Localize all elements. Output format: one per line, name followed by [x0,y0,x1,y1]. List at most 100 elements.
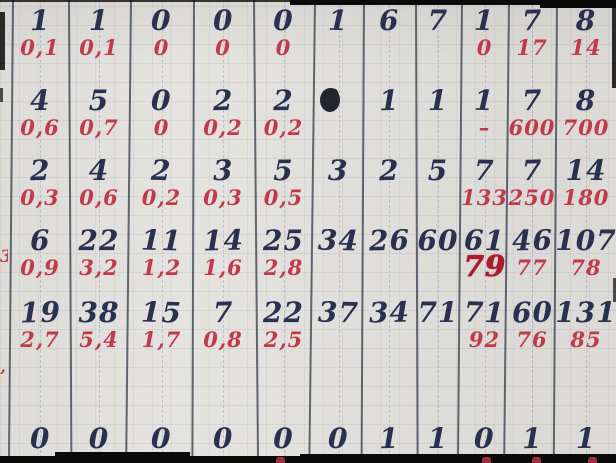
value-red: 133 [461,185,508,210]
table-cell: 34 [314,223,363,298]
value-blue: 71 [463,295,506,330]
table-cell: 0 [253,424,314,463]
table-cell: 7 133 [461,153,508,226]
value-blue: 38 [78,296,120,329]
table-cell: 61 79 [461,223,508,298]
table-cell: 6 [363,4,415,86]
value-red: 180 [562,185,610,210]
table-cell: 5 [415,156,461,226]
table-cell: 2 0,2 [130,153,193,226]
value-blue: 19 [19,295,61,330]
value-red: 1,7 [141,327,182,352]
table-cell: 0 [68,424,130,463]
value-red: – [478,115,491,140]
value-red: 79 [463,249,506,283]
grid-dash-line [438,0,439,463]
table-row: 19 2,7 38 5,4 15 1,7 7 0,8 22 2,5 37 34 71 71 92 60 76 13… [0,295,616,384]
table-row: 1 0,1 1 0,1 0 0 0 0 0 0 1 6 7 1 0 7 17 8 14 [0,3,616,86]
value-red: 14 [570,35,602,60]
table-cell: 15 1,7 [130,295,193,384]
value-red: 0,2 [263,115,304,140]
value-red: 2,8 [263,255,304,280]
value-blue: 1 [29,3,51,38]
value-blue: 25 [263,224,304,257]
table-cell: 1 [415,424,461,463]
value-blue: 2 [378,153,400,188]
value-blue: 7 [473,153,496,188]
photo-edge-bottom-bump [55,452,190,463]
value-blue: 2 [150,153,173,188]
value-red: 1,2 [141,255,182,280]
value-blue: 1 [521,421,543,456]
table-cell: 3 [314,154,363,226]
scribbled-out-zero: 0 [319,82,341,117]
value-blue: 0 [212,421,234,456]
table-cell: 1 [363,84,415,156]
table-cell: 22 2,5 [253,298,314,384]
table-cell: 1 [556,424,616,463]
value-red: 0,5 [263,185,304,210]
table-cell: 2 0,2 [253,86,314,156]
value-blue: 71 [417,296,459,329]
value-blue: 22 [78,224,120,257]
value-red: 0,1 [79,35,119,60]
value-blue: 3 [212,153,234,188]
cutoff-red-digit-bottom-3 [532,457,541,463]
value-red: 2,7 [20,327,60,352]
photo-edge-left2 [0,88,3,102]
value-blue: 1 [427,84,449,117]
cutoff-red-digit-left-row5: , [0,358,6,374]
grid-dash-line [162,0,163,463]
table-cell: 14 1,6 [193,223,253,298]
value-blue: 0 [273,422,294,455]
value-red: 0 [275,35,292,60]
value-blue: 4 [88,154,110,187]
value-blue: 0 [150,421,173,456]
value-red: 5,4 [79,327,119,352]
table-cell: 5 0,5 [253,156,314,226]
value-blue: 34 [368,295,410,330]
value-blue: 6 [29,223,51,258]
value-blue: 2 [29,153,51,188]
value-blue: 0 [29,421,51,456]
value-blue: 131 [555,296,616,329]
table-cell: 46 77 [508,223,556,298]
value-red: 0,1 [20,35,60,60]
photo-edge-top-right [290,0,616,5]
value-red: 2,5 [263,327,304,352]
value-red: 700 [562,115,610,140]
value-red: 250 [508,185,556,210]
table-cell: 107 78 [555,226,616,298]
photo-edge-right2 [613,278,616,302]
cutoff-red-digit-left-row4: 3 [0,248,8,268]
value-blue: 1 [473,83,496,118]
grid-dash-line [223,0,224,463]
value-blue: 0 [473,421,496,456]
value-red: 0,8 [203,327,243,352]
value-red: 17 [516,35,548,60]
value-red: 0,3 [203,185,243,210]
photo-edge-top-right2 [540,0,616,8]
value-blue: 22 [263,296,304,329]
cutoff-red-digit-bottom-1 [276,457,285,463]
table-cell: 1 0,1 [68,6,130,86]
value-red: 0 [215,35,231,60]
value-blue: 15 [140,295,183,330]
table-row: 6 0,9 22 3,2 11 1,2 14 1,6 25 2,8 34 26 60 61 79 46 77 10… [0,223,616,298]
table-cell: 131 85 [555,296,616,384]
cutoff-red-digit-bottom-2 [482,457,491,463]
value-red: 0,6 [20,115,60,140]
value-red: 0,2 [141,185,182,210]
table-cell: 34 [363,295,415,384]
table-cell: 8 14 [556,6,616,86]
grid-dash-line [485,0,486,463]
table-cell: 5 0,7 [68,86,130,156]
value-blue: 1 [473,3,496,38]
table-cell: 7 [415,6,461,86]
